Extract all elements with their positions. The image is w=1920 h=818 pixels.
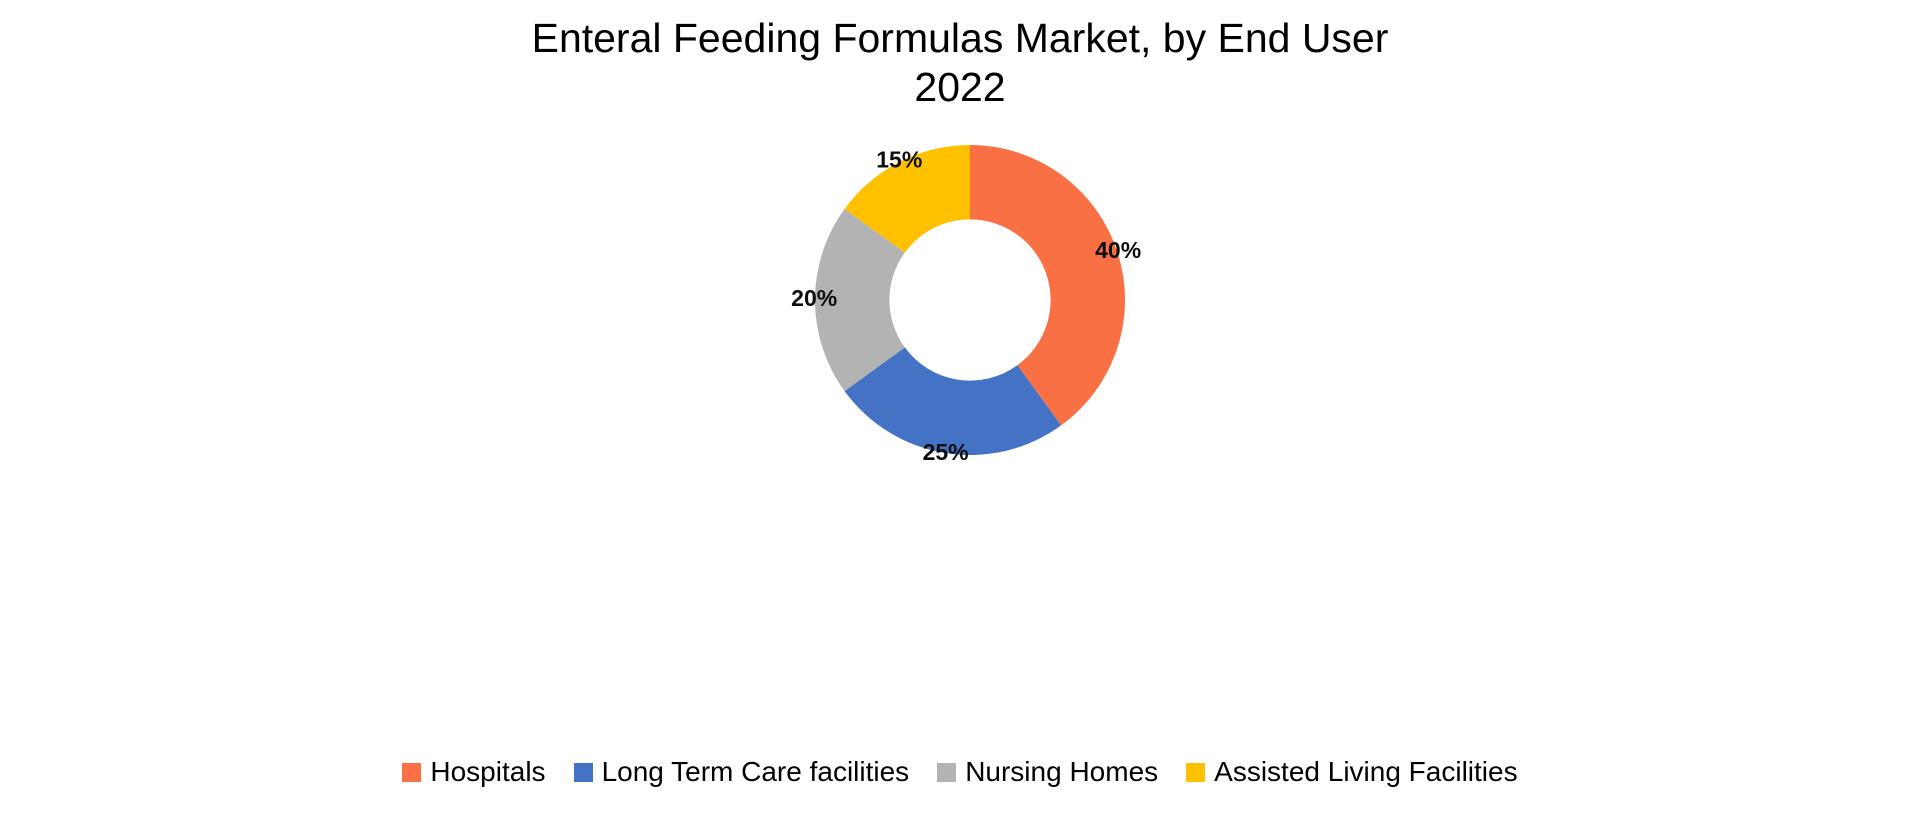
title-line-1: Enteral Feeding Formulas Market, by End … [531, 15, 1389, 61]
slice-data-label: 15% [876, 146, 922, 172]
donut-slice-group [815, 145, 1125, 456]
legend-swatch-icon [573, 762, 593, 782]
page-title: Enteral Feeding Formulas Market, by End … [0, 14, 1920, 112]
legend-item[interactable]: Hospitals [402, 756, 546, 787]
slice-data-label: 20% [791, 285, 837, 311]
chart-legend: Hospitals Long Term Care facilities Nursin… [0, 757, 1920, 787]
donut-chart-svg: 40% 25% 20% 15% [791, 145, 1141, 465]
legend-item[interactable]: Assisted Living Facilities [1186, 756, 1518, 787]
donut-slice-hospitals[interactable] [970, 145, 1125, 426]
legend-item-label: Nursing Homes [965, 756, 1159, 787]
legend-item-label: Long Term Care facilities [601, 756, 910, 787]
legend-swatch-icon [1186, 762, 1206, 782]
legend-item[interactable]: Nursing Homes [937, 757, 1158, 787]
legend-item[interactable]: Long Term Care facilities [573, 756, 910, 787]
donut-slice-nursing-homes[interactable] [815, 208, 905, 392]
donut-label-group: 40% 25% 20% 15% [791, 146, 1141, 465]
legend-swatch-icon [402, 762, 422, 782]
donut-slice-assisted-living-facilities[interactable] [844, 145, 970, 253]
legend-swatch-icon [937, 762, 957, 782]
donut-chart: 40% 25% 20% 15% [780, 110, 1160, 550]
slice-data-label: 25% [923, 439, 969, 465]
legend-item-label: Assisted Living Facilities [1214, 756, 1518, 787]
donut-slice-long-term-care-facilities[interactable] [844, 347, 1062, 456]
slice-data-label: 40% [1095, 237, 1141, 263]
legend-item-label: Hospitals [430, 756, 546, 787]
title-line-2: 2022 [914, 64, 1006, 110]
